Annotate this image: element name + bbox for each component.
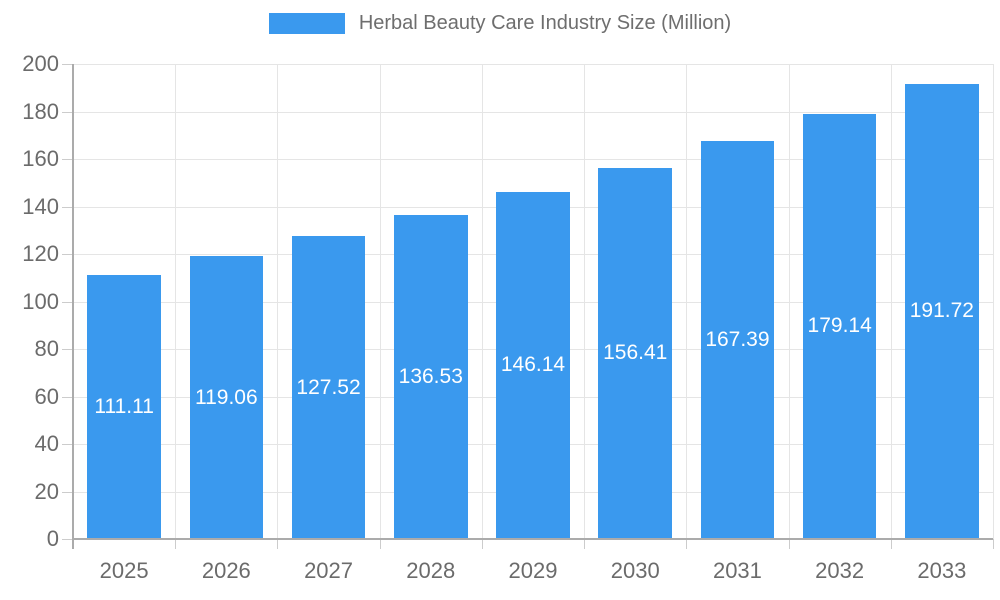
y-axis-tick	[62, 301, 73, 303]
x-gridline	[993, 64, 994, 539]
x-tick-label: 2026	[201, 558, 251, 583]
x-tick-label: 2033	[917, 558, 967, 583]
y-axis-tick	[62, 206, 73, 208]
x-axis-line	[72, 538, 993, 540]
y-axis-tick	[62, 159, 73, 160]
y-gridline	[73, 64, 993, 65]
x-axis-tick	[481, 539, 483, 549]
bar-value-label: 146.14	[500, 353, 566, 377]
y-tick-label: 60	[34, 383, 59, 409]
x-tick-label: 2032	[815, 558, 865, 583]
y-tick-label: 140	[22, 193, 59, 219]
bar-value-label: 111.11	[94, 395, 154, 419]
y-gridline	[73, 159, 993, 160]
x-axis-tick	[993, 539, 994, 549]
chart-legend: Herbal Beauty Care Industry Size (Millio…	[0, 12, 1000, 35]
x-axis-tick	[890, 539, 892, 549]
x-axis-tick	[686, 539, 688, 549]
bar-2029	[496, 191, 570, 538]
x-axis-tick	[277, 539, 279, 549]
y-axis-tick	[62, 111, 73, 113]
bar-value-label: 119.06	[194, 385, 258, 409]
legend-label: Herbal Beauty Care Industry Size (Millio…	[358, 12, 732, 34]
legend-swatch	[268, 13, 345, 34]
bar-2027	[291, 236, 366, 538]
y-axis-tick	[62, 64, 73, 65]
x-gridline	[686, 64, 688, 539]
x-axis-tick	[788, 539, 790, 549]
y-axis-tick	[62, 254, 73, 255]
bar-value-label: 156.41	[603, 341, 668, 365]
y-axis-tick	[62, 539, 73, 540]
y-tick-label: 200	[22, 51, 59, 76]
x-axis-tick	[584, 539, 586, 549]
bar-2026	[189, 256, 264, 538]
x-tick-label: 2031	[712, 558, 762, 583]
y-gridline	[73, 111, 993, 113]
x-axis-tick	[175, 539, 177, 549]
y-axis-tick	[62, 396, 73, 398]
bar-2028	[393, 214, 468, 538]
x-gridline	[788, 64, 790, 539]
x-gridline	[481, 64, 483, 539]
y-tick-label: 160	[22, 146, 59, 171]
bar-2032	[802, 113, 877, 538]
x-tick-label: 2030	[610, 558, 660, 583]
bar-value-label: 191.72	[909, 299, 974, 323]
y-axis-line	[72, 64, 74, 549]
x-gridline	[890, 64, 892, 539]
y-tick-label: 100	[22, 288, 59, 314]
bar-value-label: 179.14	[807, 314, 872, 338]
x-gridline	[175, 64, 177, 539]
x-tick-label: 2025	[99, 558, 149, 583]
y-tick-label: 180	[22, 98, 59, 124]
bar-value-label: 127.52	[296, 375, 361, 399]
bar-2033	[905, 83, 979, 538]
y-tick-label: 40	[34, 431, 59, 456]
y-axis-tick	[62, 444, 73, 445]
y-tick-label: 120	[22, 241, 59, 266]
x-tick-label: 2027	[304, 558, 354, 583]
bar-2030	[598, 167, 673, 538]
bar-2031	[700, 141, 775, 538]
x-axis-tick	[379, 539, 381, 549]
x-gridline	[584, 64, 586, 539]
x-tick-label: 2029	[508, 558, 558, 583]
bar-value-label: 136.53	[398, 364, 463, 388]
legend-item-industry-size[interactable]: Herbal Beauty Care Industry Size (Millio…	[268, 12, 732, 35]
y-tick-label: 20	[34, 478, 59, 504]
x-gridline	[379, 64, 381, 539]
y-tick-label: 80	[34, 336, 59, 361]
y-tick-label: 0	[46, 526, 59, 551]
bar-value-label: 167.39	[705, 328, 770, 352]
x-tick-label: 2028	[406, 558, 456, 583]
y-axis-tick	[62, 491, 73, 493]
bar-2025	[87, 275, 161, 538]
x-gridline	[277, 64, 279, 539]
y-axis-tick	[62, 349, 73, 350]
